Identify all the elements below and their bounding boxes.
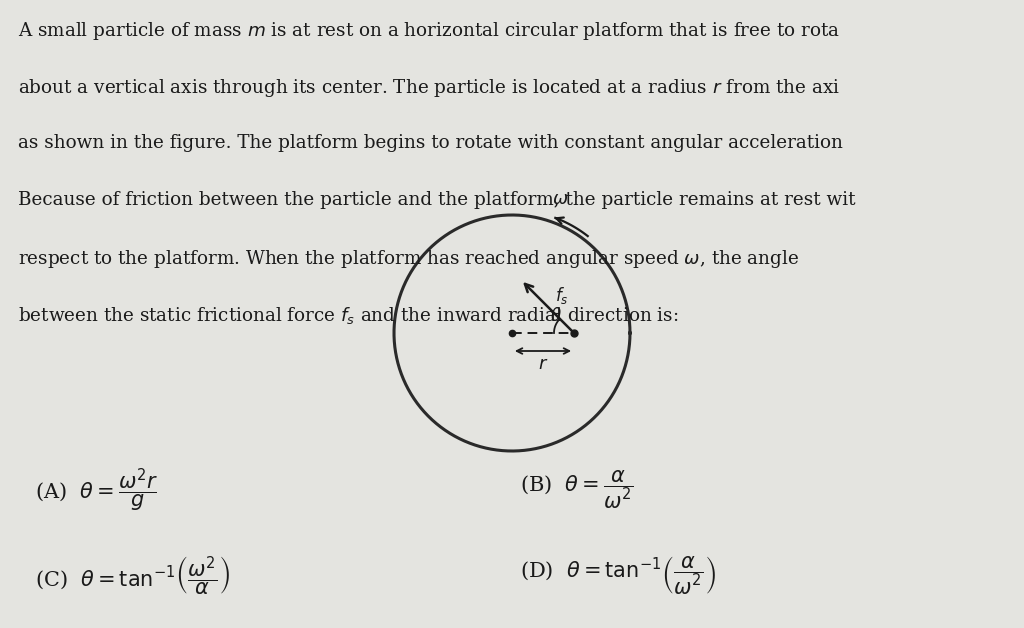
Text: (B)  $\theta = \dfrac{\alpha}{\omega^2}$: (B) $\theta = \dfrac{\alpha}{\omega^2}$	[520, 469, 634, 511]
Text: A small particle of mass $m$ is at rest on a horizontal circular platform that i: A small particle of mass $m$ is at rest …	[18, 20, 840, 42]
Text: $f_s$: $f_s$	[555, 286, 569, 306]
Text: respect to the platform. When the platform has reached angular speed $\omega$, t: respect to the platform. When the platfo…	[18, 248, 800, 270]
Text: $\omega$: $\omega$	[553, 190, 568, 208]
Text: (A)  $\theta = \dfrac{\omega^2 r}{g}$: (A) $\theta = \dfrac{\omega^2 r}{g}$	[35, 466, 158, 514]
Text: $\theta$: $\theta$	[550, 307, 562, 325]
Text: Because of friction between the particle and the platform, the particle remains : Because of friction between the particle…	[18, 191, 855, 209]
Text: about a vertical axis through its center. The particle is located at a radius $r: about a vertical axis through its center…	[18, 77, 840, 99]
Text: $r$: $r$	[538, 355, 548, 373]
Text: as shown in the figure. The platform begins to rotate with constant angular acce: as shown in the figure. The platform beg…	[18, 134, 843, 152]
Text: between the static frictional force $f_s$ and the inward radial direction is:: between the static frictional force $f_s…	[18, 305, 678, 326]
Text: (D)  $\theta = \tan^{-1}\!\left(\dfrac{\alpha}{\omega^2}\right)$: (D) $\theta = \tan^{-1}\!\left(\dfrac{\a…	[520, 555, 716, 597]
Text: (C)  $\theta = \tan^{-1}\!\left(\dfrac{\omega^2}{\alpha}\right)$: (C) $\theta = \tan^{-1}\!\left(\dfrac{\o…	[35, 554, 230, 598]
